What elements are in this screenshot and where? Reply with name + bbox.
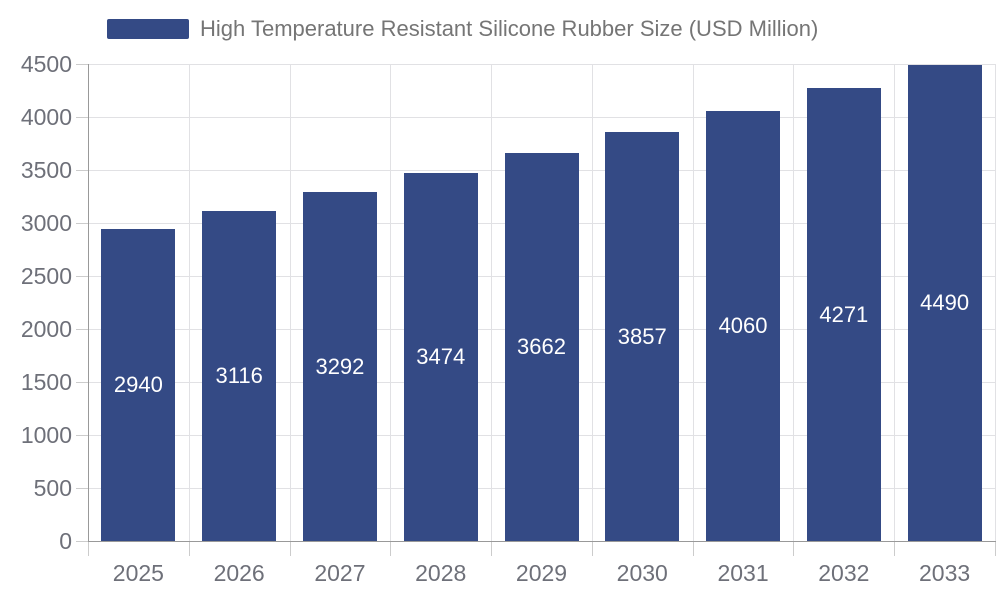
x-axis-tick (793, 541, 795, 556)
x-axis-tick (894, 541, 896, 556)
gridline-vertical (390, 64, 392, 541)
x-axis-tick (188, 541, 190, 556)
y-axis-tick (76, 382, 88, 383)
x-axis-tick (491, 541, 493, 556)
bar-2031: 4060 (706, 110, 781, 541)
gridline-vertical (692, 64, 694, 541)
x-axis-tick (289, 541, 291, 556)
y-axis-tick (76, 276, 88, 277)
x-axis-tick (591, 541, 593, 556)
x-axis-tick (88, 541, 89, 556)
gridline-vertical (894, 64, 896, 541)
x-axis-tick (692, 541, 694, 556)
gridline-vertical (995, 64, 996, 541)
legend-label: High Temperature Resistant Silicone Rubb… (200, 16, 819, 41)
bar-value-label: 4271 (819, 301, 869, 327)
x-axis-category-label: 2027 (314, 560, 366, 586)
y-axis-tick-label: 0 (59, 528, 72, 554)
bar-value-label: 4490 (920, 290, 970, 316)
bar-2028: 3474 (403, 172, 478, 541)
x-axis-line (88, 541, 996, 542)
y-axis-tick-label: 1500 (20, 369, 72, 395)
y-axis-tick (76, 64, 88, 65)
gridline-vertical (793, 64, 795, 541)
y-axis-tick (76, 488, 88, 489)
y-axis-tick (76, 435, 88, 436)
legend-item[interactable]: High Temperature Resistant Silicone Rubb… (107, 16, 818, 42)
y-axis-tick (76, 541, 88, 542)
y-axis-tick (76, 329, 88, 330)
bar-value-label: 3662 (517, 333, 566, 359)
gridline-horizontal (88, 64, 995, 65)
y-axis-tick-label: 2500 (20, 263, 72, 289)
y-axis-tick-label: 2000 (20, 316, 72, 342)
x-axis-tick (995, 541, 996, 556)
bar-value-label: 3292 (315, 353, 365, 379)
gridline-horizontal (88, 117, 995, 118)
y-axis-tick (76, 117, 88, 118)
x-axis-tick (390, 541, 392, 556)
x-axis-category-label: 2026 (213, 560, 265, 586)
y-axis-tick-label: 4000 (20, 104, 72, 130)
x-axis-category-label: 2025 (112, 560, 164, 586)
legend-swatch-icon (107, 19, 189, 39)
bar-value-label: 3474 (416, 343, 466, 369)
bar-2032: 4271 (806, 88, 881, 541)
bar-2027: 3292 (302, 192, 377, 541)
bar-2025: 2940 (101, 229, 176, 541)
y-axis-tick-label: 3000 (20, 210, 72, 236)
bar-2030: 3857 (605, 132, 680, 541)
bar-value-label: 4060 (718, 312, 768, 338)
gridline-vertical (289, 64, 291, 541)
x-axis-category-label: 2028 (415, 560, 467, 586)
y-axis-tick (76, 223, 88, 224)
bar-value-label: 3116 (215, 362, 263, 388)
y-axis-tick-label: 1000 (20, 422, 72, 448)
y-axis-tick-label: 3500 (20, 157, 72, 183)
y-axis-tick (76, 170, 88, 171)
x-axis-category-label: 2030 (616, 560, 668, 586)
gridline-vertical (188, 64, 190, 541)
x-axis-category-label: 2029 (515, 560, 568, 586)
y-axis-tick-label: 500 (33, 475, 72, 501)
gridline-vertical (491, 64, 493, 541)
bar-2029: 3662 (504, 152, 579, 541)
bar-2026: 3116 (202, 210, 277, 541)
bar-2033: 4490 (907, 65, 982, 541)
y-axis-line (88, 64, 89, 541)
x-axis-category-label: 2033 (919, 560, 971, 586)
x-axis-category-label: 2031 (717, 560, 769, 586)
bar-value-label: 2940 (113, 372, 163, 398)
bar-value-label: 3857 (617, 323, 667, 349)
x-axis-category-label: 2032 (818, 560, 870, 586)
y-axis-tick-label: 4500 (20, 51, 72, 77)
gridline-vertical (591, 64, 593, 541)
